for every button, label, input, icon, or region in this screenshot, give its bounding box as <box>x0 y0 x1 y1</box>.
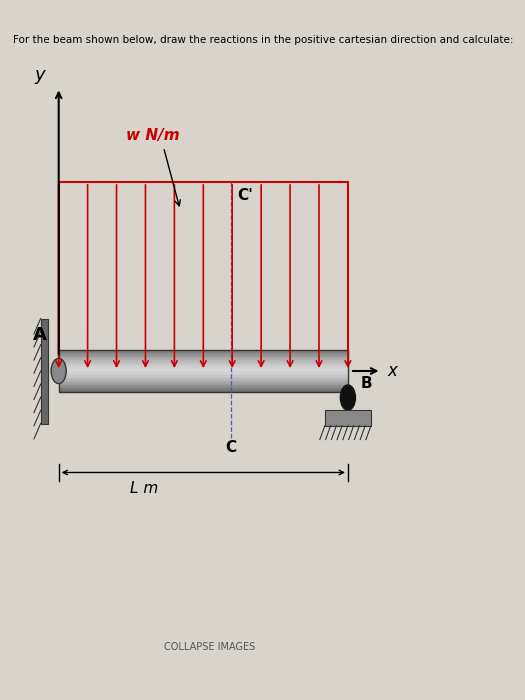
Bar <box>59 365 348 367</box>
Bar <box>59 356 348 357</box>
Text: y: y <box>35 66 45 85</box>
Bar <box>59 384 348 385</box>
Bar <box>325 410 371 426</box>
Bar <box>59 374 348 375</box>
Bar <box>59 357 348 358</box>
Bar <box>59 351 348 353</box>
Bar <box>59 370 348 371</box>
Bar <box>59 388 348 389</box>
Bar <box>59 371 348 372</box>
Bar <box>59 350 348 351</box>
Bar <box>59 354 348 356</box>
Bar <box>59 361 348 363</box>
Bar <box>59 391 348 392</box>
Bar <box>59 368 348 370</box>
Bar <box>40 318 48 424</box>
Bar <box>59 353 348 354</box>
Bar <box>59 367 348 368</box>
Text: w N/m: w N/m <box>126 128 180 143</box>
Text: C: C <box>225 440 236 454</box>
Bar <box>59 350 348 392</box>
Bar <box>59 358 348 360</box>
Bar <box>59 182 348 371</box>
Bar <box>59 386 348 388</box>
Text: C': C' <box>237 188 253 202</box>
Circle shape <box>340 385 355 410</box>
Text: L m: L m <box>131 481 159 496</box>
Bar <box>59 379 348 381</box>
Bar <box>59 372 348 374</box>
Bar <box>59 364 348 365</box>
Bar <box>59 382 348 384</box>
Bar <box>59 381 348 382</box>
Bar <box>59 360 348 361</box>
Bar <box>59 389 348 391</box>
Bar <box>59 363 348 364</box>
Text: For the beam shown below, draw the reactions in the positive cartesian direction: For the beam shown below, draw the react… <box>13 35 513 45</box>
Text: x: x <box>388 362 397 380</box>
Text: A: A <box>33 326 47 344</box>
Circle shape <box>51 358 66 384</box>
Bar <box>59 378 348 379</box>
Bar <box>59 375 348 377</box>
Bar <box>59 377 348 378</box>
Text: B: B <box>361 377 372 391</box>
Text: COLLAPSE IMAGES: COLLAPSE IMAGES <box>164 643 255 652</box>
Bar <box>59 385 348 386</box>
